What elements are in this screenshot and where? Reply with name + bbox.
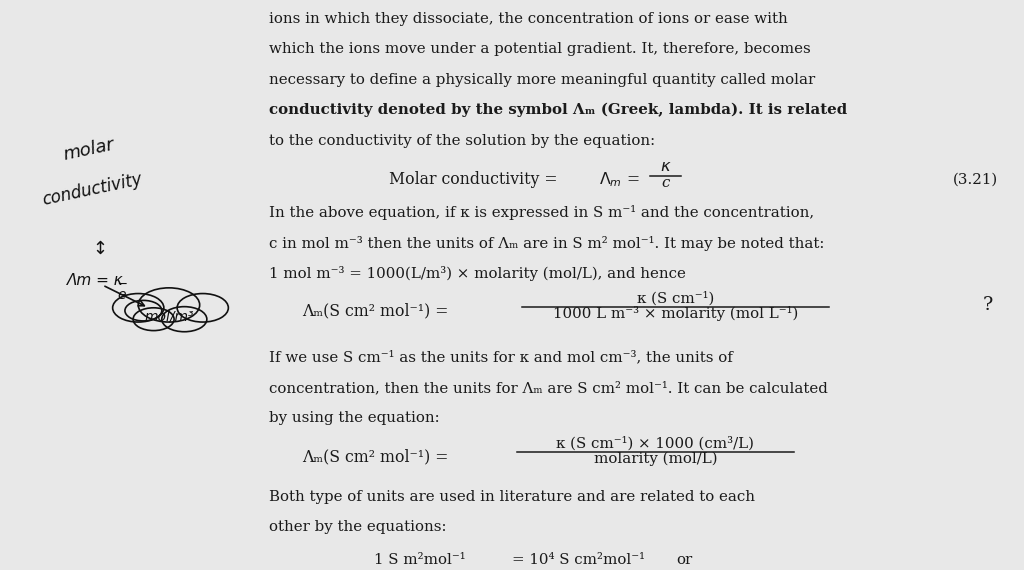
Text: ?: ? <box>983 296 993 314</box>
Text: ↕: ↕ <box>92 239 108 258</box>
Text: molarity (mol/L): molarity (mol/L) <box>594 452 717 466</box>
Text: κ (S cm⁻¹) × 1000 (cm³/L): κ (S cm⁻¹) × 1000 (cm³/L) <box>556 437 755 451</box>
Text: c: c <box>662 176 670 190</box>
Text: Both type of units are used in literature and are related to each: Both type of units are used in literatur… <box>269 490 756 503</box>
Text: concentration, then the units for Λₘ are S cm² mol⁻¹. It can be calculated: concentration, then the units for Λₘ are… <box>269 381 828 395</box>
Text: ─: ─ <box>118 278 125 291</box>
Text: = 10⁴ S cm²mol⁻¹: = 10⁴ S cm²mol⁻¹ <box>512 553 645 567</box>
Text: necessary to define a physically more meaningful quantity called molar: necessary to define a physically more me… <box>269 73 815 87</box>
Text: conductivity: conductivity <box>41 170 144 209</box>
Text: $\kappa$: $\kappa$ <box>659 158 672 176</box>
Text: 1000 L m⁻³ × molarity (mol L⁻¹): 1000 L m⁻³ × molarity (mol L⁻¹) <box>553 306 799 321</box>
Text: (3.21): (3.21) <box>953 173 998 187</box>
Text: Λₘ(S cm² mol⁻¹) =: Λₘ(S cm² mol⁻¹) = <box>302 303 449 320</box>
Text: conductivity denoted by the symbol Λₘ (Greek, lambda). It is related: conductivity denoted by the symbol Λₘ (G… <box>269 103 848 117</box>
Text: Λₘ(S cm² mol⁻¹) =: Λₘ(S cm² mol⁻¹) = <box>302 448 449 465</box>
Text: In the above equation, if κ is expressed in S m⁻¹ and the concentration,: In the above equation, if κ is expressed… <box>269 205 814 221</box>
Text: to the conductivity of the solution by the equation:: to the conductivity of the solution by t… <box>269 134 655 148</box>
Text: mol/m³: mol/m³ <box>144 310 194 323</box>
Text: Molar conductivity =: Molar conductivity = <box>389 171 562 188</box>
Text: c in mol m⁻³ then the units of Λₘ are in S m² mol⁻¹. It may be noted that:: c in mol m⁻³ then the units of Λₘ are in… <box>269 236 824 251</box>
Text: or: or <box>676 553 692 567</box>
Text: κ (S cm⁻¹): κ (S cm⁻¹) <box>637 291 715 306</box>
Text: molar: molar <box>61 135 116 164</box>
Text: e: e <box>118 288 126 302</box>
Text: which the ions move under a potential gradient. It, therefore, becomes: which the ions move under a potential gr… <box>269 42 811 56</box>
Text: If we use S cm⁻¹ as the units for κ and mol cm⁻³, the units of: If we use S cm⁻¹ as the units for κ and … <box>269 351 733 364</box>
Text: Λm = κ: Λm = κ <box>67 273 123 288</box>
Text: other by the equations:: other by the equations: <box>269 520 446 534</box>
Text: ions in which they dissociate, the concentration of ions or ease with: ions in which they dissociate, the conce… <box>269 12 788 26</box>
Text: by using the equation:: by using the equation: <box>269 412 440 425</box>
Text: $\Lambda_m$ =: $\Lambda_m$ = <box>599 170 640 189</box>
Text: 1 S m²mol⁻¹: 1 S m²mol⁻¹ <box>374 553 465 567</box>
Text: 1 mol m⁻³ = 1000(L/m³) × molarity (mol/L), and hence: 1 mol m⁻³ = 1000(L/m³) × molarity (mol/L… <box>269 266 686 282</box>
